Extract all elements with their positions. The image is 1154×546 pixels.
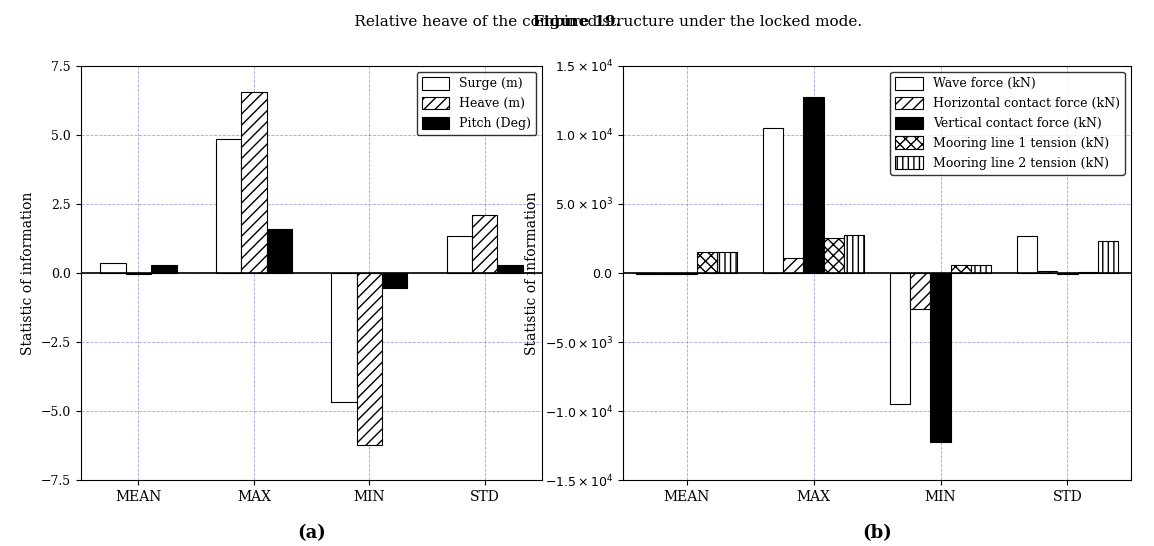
Y-axis label: Statistic of information: Statistic of information bbox=[525, 191, 539, 355]
Bar bbox=[676, 273, 697, 275]
Y-axis label: Statistic of information: Statistic of information bbox=[21, 191, 36, 355]
Bar bbox=[472, 215, 497, 273]
Bar bbox=[1037, 271, 1057, 273]
Legend: Wave force (kN), Horizontal contact force (kN), Vertical contact force (kN), Moo: Wave force (kN), Horizontal contact forc… bbox=[890, 72, 1125, 175]
Text: (b): (b) bbox=[862, 525, 892, 543]
Bar bbox=[1017, 236, 1037, 273]
Bar bbox=[636, 273, 657, 274]
Text: (a): (a) bbox=[298, 525, 325, 543]
Bar bbox=[784, 258, 803, 273]
Bar bbox=[930, 273, 951, 442]
Bar bbox=[357, 273, 382, 444]
Bar bbox=[911, 273, 930, 309]
Bar bbox=[890, 273, 911, 405]
Bar bbox=[657, 273, 676, 275]
Bar bbox=[951, 265, 971, 273]
Bar bbox=[447, 236, 472, 273]
Text: Relative heave of the combined structure under the locked mode.: Relative heave of the combined structure… bbox=[292, 15, 862, 29]
Bar bbox=[763, 128, 784, 273]
Text: Figure 19.: Figure 19. bbox=[533, 15, 621, 29]
Bar bbox=[824, 238, 844, 273]
Bar bbox=[971, 265, 991, 273]
Bar bbox=[1057, 273, 1078, 275]
Bar bbox=[1097, 241, 1118, 273]
Bar bbox=[697, 252, 717, 273]
Bar bbox=[216, 139, 241, 273]
Bar bbox=[1078, 271, 1097, 273]
Legend: Surge (m), Heave (m), Pitch (Deg): Surge (m), Heave (m), Pitch (Deg) bbox=[417, 72, 537, 135]
Bar bbox=[267, 229, 292, 273]
Bar bbox=[126, 273, 151, 275]
Bar bbox=[382, 273, 407, 288]
Bar bbox=[717, 252, 737, 273]
Bar bbox=[844, 235, 864, 273]
Bar bbox=[803, 97, 824, 273]
Bar bbox=[241, 92, 267, 273]
Bar bbox=[100, 263, 126, 273]
Bar bbox=[497, 265, 523, 273]
Bar bbox=[151, 265, 177, 273]
Bar bbox=[331, 273, 357, 402]
